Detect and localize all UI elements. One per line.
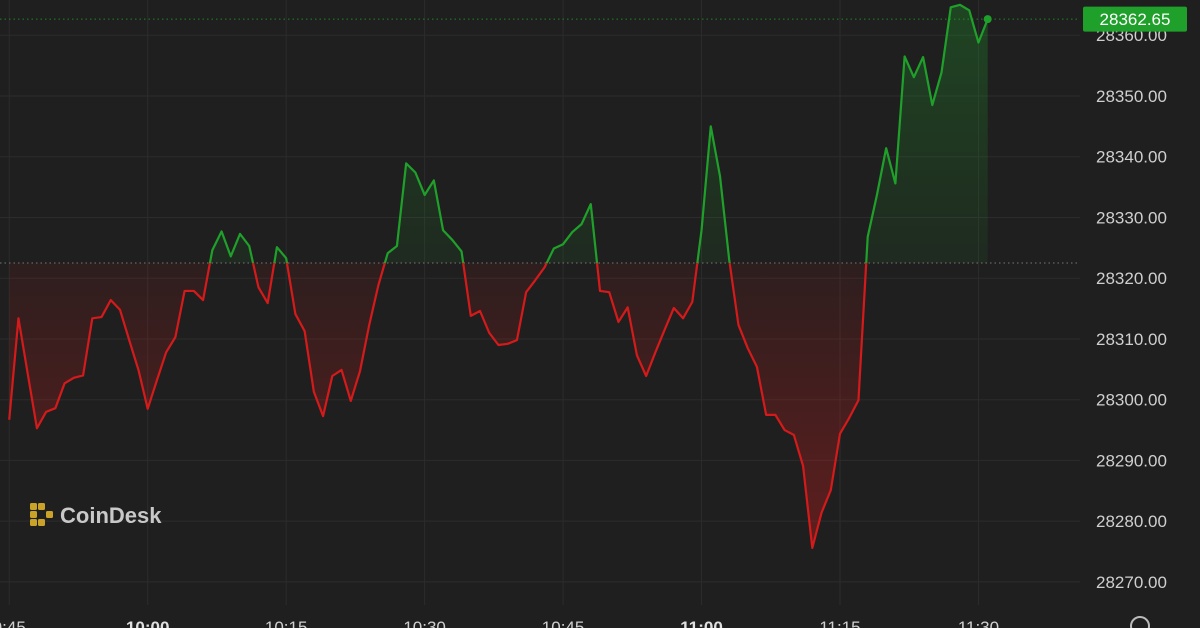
y-tick-label: 28290.00 xyxy=(1096,451,1167,470)
watermark-text: CoinDesk xyxy=(60,503,162,528)
y-tick-label: 28270.00 xyxy=(1096,573,1167,592)
y-tick-label: 28350.00 xyxy=(1096,87,1167,106)
x-tick-label: 11:30 xyxy=(958,618,999,628)
axes: 28270.00 28280.00 28290.00 28300.00 28310.00… xyxy=(0,6,1187,628)
price-tag-label: 28362.65 xyxy=(1100,10,1171,29)
logo-icon xyxy=(1130,616,1150,628)
area xyxy=(9,4,988,548)
x-tick-label: 10:45 xyxy=(542,618,585,628)
x-tick-label: 9:45 xyxy=(0,618,26,628)
y-tick-label: 28340.00 xyxy=(1096,148,1167,167)
x-tick-label: 11:00 xyxy=(680,618,723,628)
last-point xyxy=(983,15,992,24)
watermark: CoinDesk xyxy=(30,503,162,528)
y-tick-label: 28320.00 xyxy=(1096,269,1167,288)
price-line xyxy=(8,3,989,549)
x-tick-label: 10:15 xyxy=(265,618,308,628)
x-tick-label: 10:30 xyxy=(403,618,446,628)
x-tick-label: 10:00 xyxy=(126,618,169,628)
plot xyxy=(0,3,1080,549)
y-tick-label: 28310.00 xyxy=(1096,330,1167,349)
y-tick-label: 28300.00 xyxy=(1096,391,1167,410)
price-tag xyxy=(1083,6,1187,32)
y-tick-label: 28330.00 xyxy=(1096,208,1167,227)
x-tick-label: 11:15 xyxy=(819,618,860,628)
y-tick-label: 28280.00 xyxy=(1096,512,1167,531)
